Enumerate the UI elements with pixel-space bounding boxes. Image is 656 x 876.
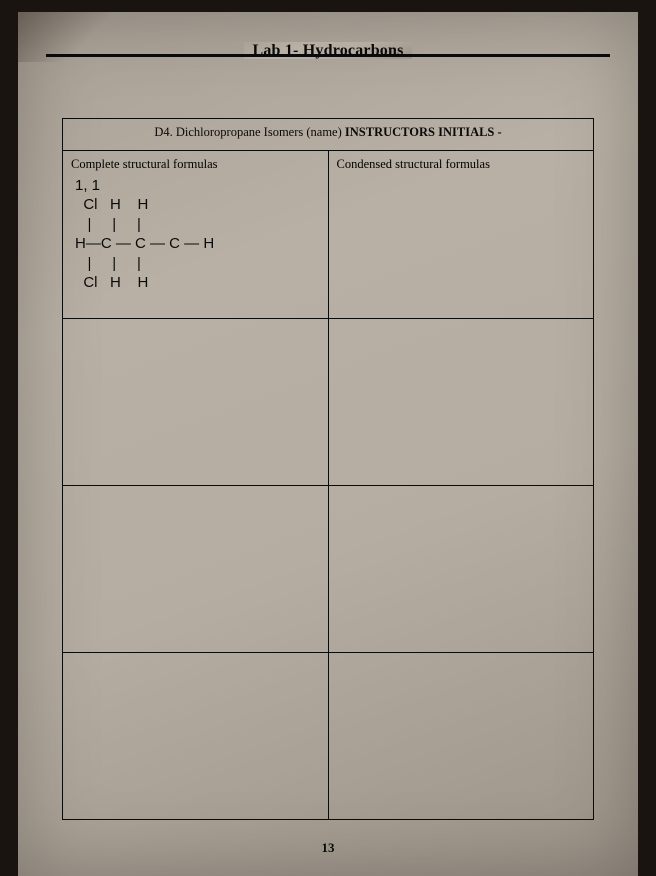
table-row bbox=[63, 652, 594, 819]
table-title-prefix: D4. Dichloropropane Isomers (name) bbox=[154, 125, 345, 139]
page-title-wrapper: Lab 1- Hydrocarbons bbox=[18, 42, 638, 60]
table-title-row: D4. Dichloropropane Isomers (name) INSTR… bbox=[63, 119, 594, 151]
column-header-right: Condensed structural formulas bbox=[337, 157, 586, 172]
worksheet-table-container: D4. Dichloropropane Isomers (name) INSTR… bbox=[62, 118, 594, 820]
page-number: 13 bbox=[18, 840, 638, 856]
title-underline bbox=[46, 54, 610, 57]
table-row: Complete structural formulas 1, 1 Cl H H… bbox=[63, 150, 594, 318]
cell-left-1 bbox=[63, 318, 329, 485]
table-title-bold: INSTRUCTORS INITIALS - bbox=[345, 125, 502, 139]
table-row bbox=[63, 318, 594, 485]
column-header-left: Complete structural formulas bbox=[71, 157, 320, 172]
cell-right-2 bbox=[328, 485, 594, 652]
table-title-cell: D4. Dichloropropane Isomers (name) INSTR… bbox=[63, 119, 594, 151]
handwritten-formula: 1, 1 Cl H H | | | H—C — C — C — H | | | … bbox=[71, 176, 320, 293]
table-row bbox=[63, 485, 594, 652]
cell-right-1 bbox=[328, 318, 594, 485]
cell-right-0: Condensed structural formulas bbox=[328, 150, 594, 318]
worksheet-table: D4. Dichloropropane Isomers (name) INSTR… bbox=[62, 118, 594, 820]
cell-right-3 bbox=[328, 652, 594, 819]
cell-left-0: Complete structural formulas 1, 1 Cl H H… bbox=[63, 150, 329, 318]
worksheet-page: Lab 1- Hydrocarbons D4. Dichloropropane … bbox=[18, 12, 638, 876]
cell-left-3 bbox=[63, 652, 329, 819]
cell-left-2 bbox=[63, 485, 329, 652]
